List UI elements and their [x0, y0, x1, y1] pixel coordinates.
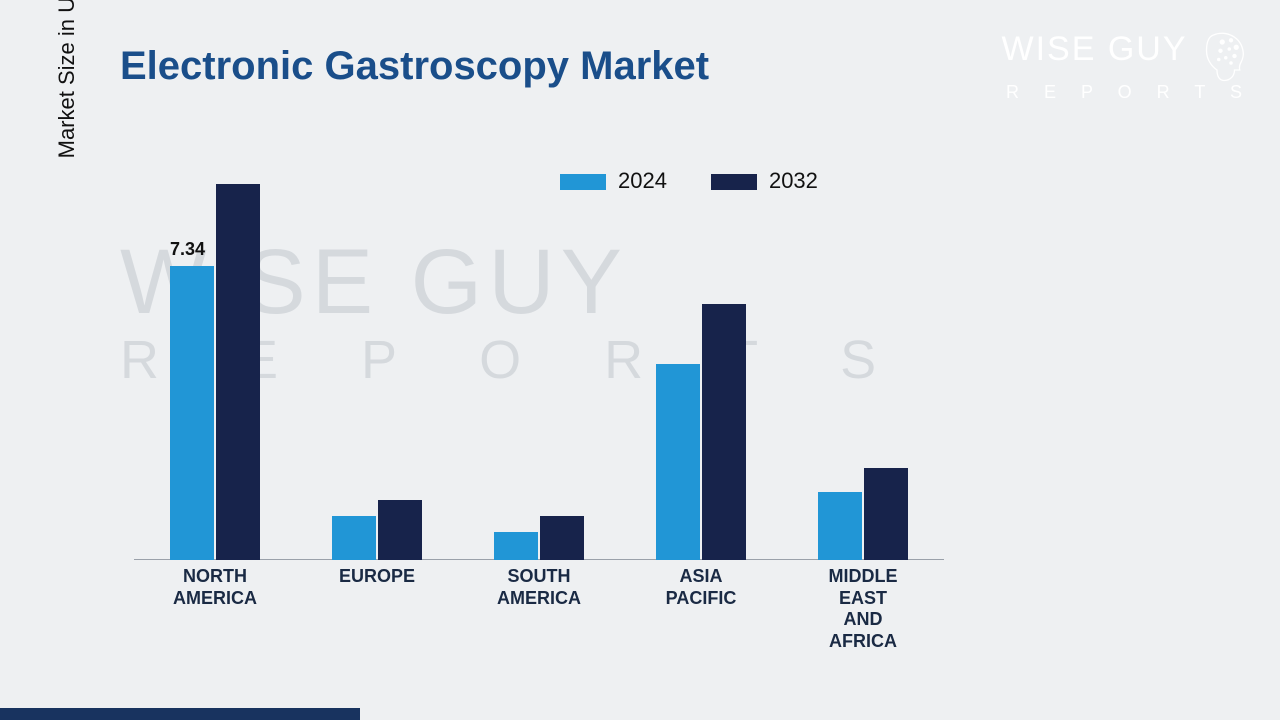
stage: WISE GUY R E P O R T S Electronic Gastro…	[0, 0, 1280, 720]
legend-swatch-2032	[711, 174, 757, 190]
category-label: ASIAPACIFIC	[620, 566, 782, 609]
legend: 2024 2032	[560, 168, 818, 194]
bar	[540, 516, 584, 560]
bar	[332, 516, 376, 560]
legend-item-2024: 2024	[560, 168, 667, 194]
bar	[494, 532, 538, 560]
bar	[656, 364, 700, 560]
bar	[864, 468, 908, 560]
y-axis-label: Market Size in USD Billion	[54, 0, 80, 220]
bar	[378, 500, 422, 560]
bottom-accent-strip	[0, 708, 360, 720]
legend-item-2032: 2032	[711, 168, 818, 194]
logo-line2: R E P O R T S	[1002, 82, 1252, 103]
bar	[702, 304, 746, 560]
legend-swatch-2024	[560, 174, 606, 190]
category-label: NORTHAMERICA	[134, 566, 296, 609]
head-icon	[1196, 28, 1252, 84]
category-label: EUROPE	[296, 566, 458, 588]
chart: Market Size in USD Billion 7.34NORTHAMER…	[64, 160, 944, 700]
page-title: Electronic Gastroscopy Market	[120, 44, 709, 89]
bar-value-label: 7.34	[170, 239, 205, 260]
bar	[818, 492, 862, 560]
category-label: SOUTHAMERICA	[458, 566, 620, 609]
legend-label-2032: 2032	[769, 168, 818, 193]
bar	[216, 184, 260, 560]
bar	[170, 266, 214, 560]
legend-label-2024: 2024	[618, 168, 667, 193]
brand-logo: WISE GUY R E P O R T S	[1002, 28, 1252, 103]
category-label: MIDDLEEASTANDAFRICA	[782, 566, 944, 652]
logo-line1: WISE GUY	[1002, 30, 1188, 68]
plot-area: 7.34NORTHAMERICAEUROPESOUTHAMERICAASIAPA…	[134, 160, 944, 560]
